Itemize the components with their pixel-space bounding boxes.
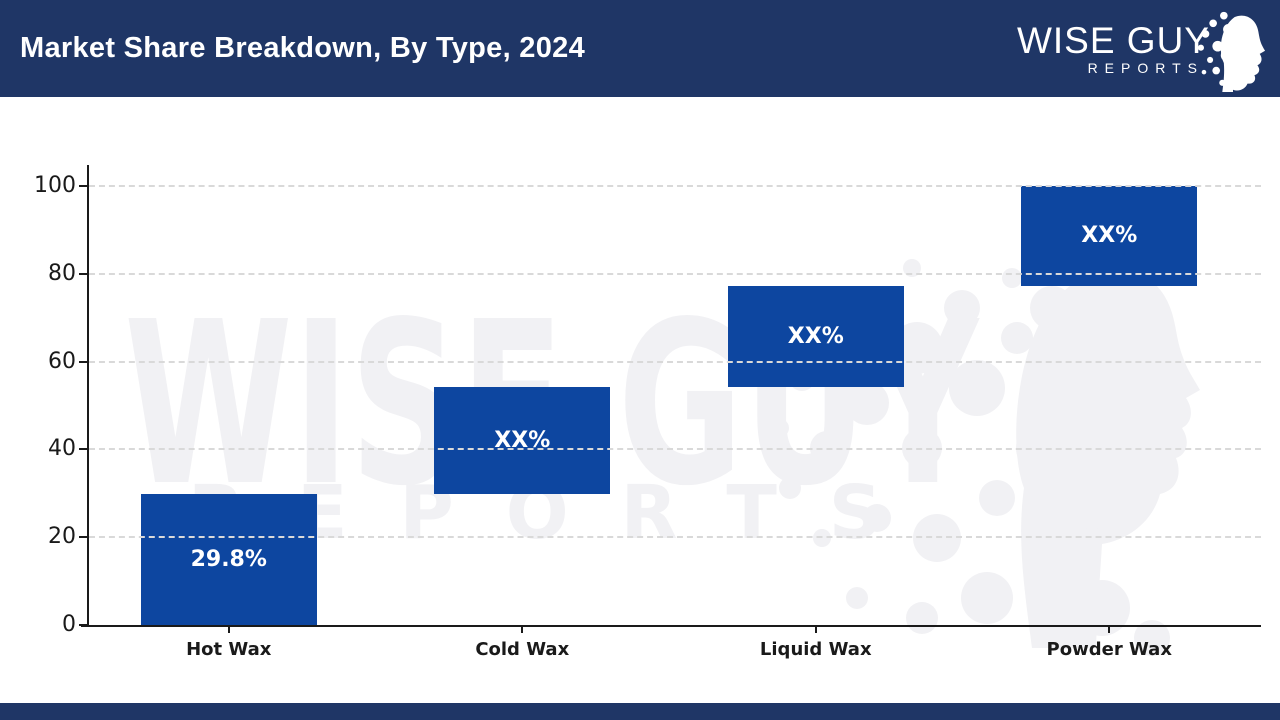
page-title: Market Share Breakdown, By Type, 2024 (20, 32, 586, 64)
footer-bar (0, 703, 1280, 720)
gridline-20 (89, 536, 1261, 539)
y-tick-label-60: 60 (48, 348, 76, 374)
waterfall-bar-cold-wax (434, 387, 611, 495)
x-category-label-liquid-wax: Liquid Wax (759, 639, 872, 660)
waterfall-bar-liquid-wax (727, 286, 904, 388)
waterfall-bar-powder-wax (1021, 186, 1198, 287)
x-category-label-cold-wax: Cold Wax (475, 639, 570, 660)
x-tick-powder-wax (1108, 627, 1111, 633)
y-tick-label-0: 0 (62, 612, 76, 637)
gridline-60 (89, 360, 1261, 363)
logo-text-primary: WISE GUY (1016, 20, 1210, 61)
x-axis-line (81, 625, 1261, 627)
y-tick-label-100: 100 (34, 173, 76, 198)
bar-value-label-hot-wax: 29.8% (190, 546, 267, 572)
x-category-label-powder-wax: Powder Wax (1046, 639, 1172, 660)
y-axis-line (87, 165, 89, 627)
header-bar: Market Share Breakdown, By Type, 2024 WI… (0, 0, 1280, 97)
x-tick-liquid-wax (814, 627, 817, 633)
bar-value-label-cold-wax: XX% (494, 427, 551, 453)
gridline-40 (89, 448, 1261, 451)
y-tick-label-20: 20 (48, 524, 76, 550)
y-tick-40 (79, 448, 87, 451)
y-tick-label-80: 80 (48, 260, 76, 286)
logo-head-icon (1197, 11, 1266, 92)
gridline-100 (89, 185, 1261, 187)
x-tick-cold-wax (521, 627, 524, 633)
waterfall-bar-hot-wax (140, 494, 317, 625)
y-tick-60 (79, 360, 87, 363)
x-category-label-hot-wax: Hot Wax (186, 639, 272, 660)
y-tick-100 (79, 185, 87, 187)
logo-text-secondary: REPORTS (1087, 60, 1204, 76)
x-tick-hot-wax (227, 627, 230, 633)
y-tick-label-40: 40 (48, 436, 76, 462)
bar-value-label-liquid-wax: XX% (787, 323, 844, 349)
y-tick-80 (79, 272, 87, 275)
bar-value-label-powder-wax: XX% (1081, 223, 1138, 249)
y-tick-20 (79, 536, 87, 539)
gridline-80 (89, 272, 1261, 275)
wiseguy-logo: WISE GUY REPORTS (1004, 0, 1274, 97)
